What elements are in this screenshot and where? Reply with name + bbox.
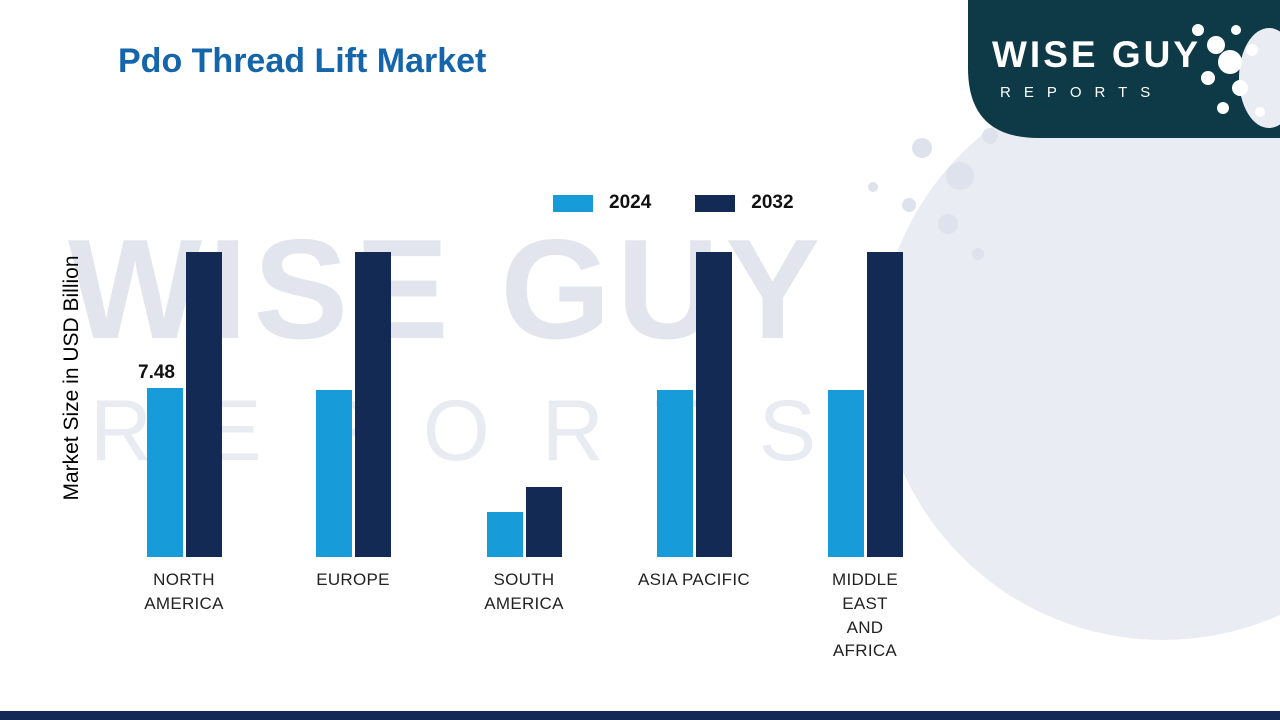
- legend-item-2032: 2032: [695, 192, 794, 214]
- bar-2032-europe: [354, 252, 391, 557]
- wise-guy-reports-logo: WISE GUY REPORTS: [968, 0, 1280, 138]
- page-title: Pdo Thread Lift Market: [118, 42, 487, 80]
- logo-text-reports: REPORTS: [1000, 84, 1164, 101]
- bar-group-asia-pacific: [656, 252, 732, 557]
- category-label-middle-east-and-africa: MIDDLE EAST AND AFRICA: [832, 570, 899, 661]
- bar-2024-middle-east-and-africa: [827, 390, 864, 557]
- chart-legend: 2024 2032: [553, 192, 794, 214]
- bar-2024-south-america: [486, 512, 523, 557]
- bar-group-south-america: [486, 487, 562, 557]
- bar-2024-europe: [315, 390, 352, 557]
- legend-label-2032: 2032: [751, 192, 794, 213]
- logo-dots-icon: [1192, 24, 1265, 117]
- bar-2024-north-america: [146, 388, 183, 557]
- bar-2032-asia-pacific: [695, 252, 732, 557]
- bar-2032-south-america: [525, 487, 562, 557]
- logo-text-wiseguy: WISE GUY: [992, 34, 1202, 75]
- bar-group-north-america: [146, 252, 222, 557]
- category-label-europe: EUROPE: [316, 570, 390, 589]
- legend-swatch-2032: [695, 194, 736, 212]
- bar-2024-asia-pacific: [656, 390, 693, 557]
- bar-2032-middle-east-and-africa: [866, 252, 903, 557]
- bottom-accent-bar: [0, 711, 1280, 720]
- bar-plot: [146, 252, 903, 557]
- logo-background-shape: [968, 0, 1280, 138]
- watermark-dot: [902, 198, 916, 212]
- legend-swatch-2024: [553, 194, 593, 212]
- watermark-dot: [946, 162, 974, 190]
- bar-group-europe: [315, 252, 391, 557]
- bar-value-label: 7.48: [138, 362, 175, 383]
- legend-label-2024: 2024: [609, 192, 652, 213]
- category-label-asia-pacific: ASIA PACIFIC: [638, 570, 750, 589]
- legend-item-2024: 2024: [553, 192, 651, 214]
- bar-group-middle-east-and-africa: [827, 252, 903, 557]
- watermark-dot: [868, 182, 878, 192]
- watermark-dot: [972, 248, 984, 260]
- watermark-dot: [982, 128, 998, 144]
- bar-2032-north-america: [185, 252, 222, 557]
- watermark-dot: [912, 138, 932, 158]
- watermark-dot: [938, 214, 958, 234]
- category-label-north-america: NORTH AMERICA: [144, 570, 224, 613]
- category-label-south-america: SOUTH AMERICA: [484, 570, 564, 613]
